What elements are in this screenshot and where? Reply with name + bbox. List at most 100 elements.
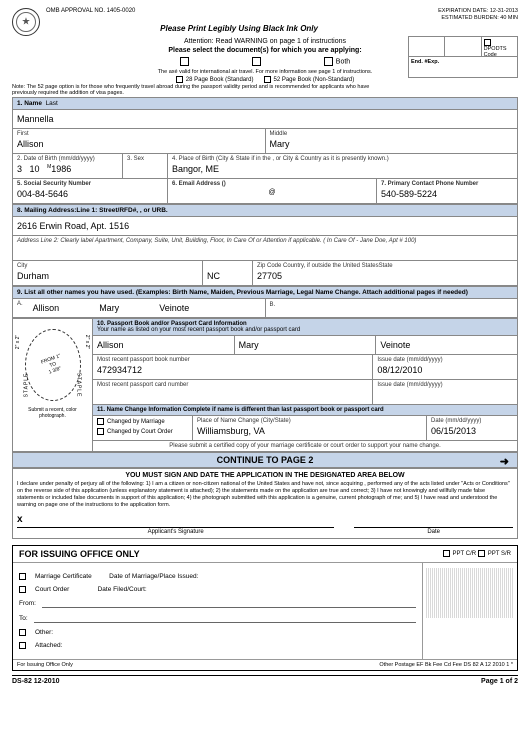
office-body: Marriage Certificate Date of Marriage/Pl…	[13, 563, 517, 659]
field-middle-name[interactable]: Mary	[270, 137, 514, 151]
field-from[interactable]	[42, 599, 416, 608]
field-state[interactable]: NC	[207, 263, 248, 283]
office-code-box: DPODTS Code End. #Exp.	[408, 36, 518, 78]
field-pob[interactable]: Bangor, ME	[172, 162, 513, 176]
field-s10-mid[interactable]: Mary	[239, 338, 372, 352]
field-to[interactable]	[34, 614, 416, 623]
row-s10-card: Most recent passport card number Issue d…	[93, 380, 517, 405]
dim-left: 2" x 2"	[15, 335, 21, 349]
field-last-name[interactable]: Mannella	[17, 112, 513, 126]
row-other-names: A. Allison Mary Veinote B.	[12, 299, 518, 318]
photo-caption: Submit a recent, color photograph.	[17, 407, 88, 419]
expiration-date: EXPIRATION DATE: 12-31-2013	[438, 8, 518, 15]
declare-title: YOU MUST SIGN AND DATE THE APPLICATION I…	[17, 472, 513, 479]
field-date-change[interactable]: 06/15/2013	[431, 424, 513, 438]
declare-text: I declare under penalty of perjury all o…	[17, 481, 513, 509]
topbox-end[interactable]: End. #Exp.	[409, 57, 517, 77]
field-ssn[interactable]: 004-84-5646	[17, 187, 163, 201]
cb-ppt-cr[interactable]	[443, 550, 450, 557]
field-s10-last[interactable]: Veinote	[380, 338, 513, 352]
field-email-at[interactable]: @	[172, 187, 372, 198]
section-1-header: 1. Name Last	[12, 97, 518, 110]
form-ds82-page: OMB APPROVAL NO. 1405-0020 Please Print …	[0, 0, 530, 693]
row-s10-name: Allison Mary Veinote	[93, 336, 517, 355]
cb-marriage-cert[interactable]	[19, 573, 26, 580]
office-footer: For Issuing Office Only Other Postage EF…	[13, 659, 517, 670]
expiration-block: EXPIRATION DATE: 12-31-2013 ESTIMATED BU…	[438, 8, 518, 22]
s11-note: Please submit a certified copy of your m…	[93, 441, 517, 451]
row-first-middle: First Allison Middle Mary	[12, 129, 518, 154]
row-s10-book: Most recent passport book number 4729347…	[93, 355, 517, 380]
barcode-icon	[426, 568, 514, 618]
page-number: Page 1 of 2	[481, 678, 518, 685]
doc-checkbox-both[interactable]: Both	[324, 57, 350, 66]
label-sex: 3. Sex	[127, 156, 163, 162]
issuing-office-box: FOR ISSUING OFFICE ONLY PPT C/R PPT S/R …	[12, 545, 518, 671]
field-addr-line2[interactable]	[17, 244, 513, 258]
office-header: FOR ISSUING OFFICE ONLY PPT C/R PPT S/R	[13, 546, 517, 563]
label-a: A.	[17, 301, 23, 315]
field-a-mid[interactable]: Mary	[99, 301, 119, 315]
form-title: Please Print Legibly Using Black Ink Onl…	[46, 14, 432, 33]
row-city-state-zip: City Durham NC Zip Code Country, if outs…	[12, 261, 518, 286]
field-city[interactable]: Durham	[17, 269, 198, 283]
row-dob-sex-pob: 2. Date of Birth (mm/dd/yyyy) 3 10 M1986…	[12, 154, 518, 179]
cb-marriage[interactable]: Changed by Marriage	[97, 418, 188, 425]
cb-court[interactable]: Changed by Court Order	[97, 428, 188, 435]
doc-checkbox-1[interactable]	[180, 57, 192, 66]
continue-banner: CONTINUE TO PAGE 2	[12, 452, 518, 468]
field-a-last[interactable]: Veinote	[159, 301, 189, 315]
field-first-name[interactable]: Allison	[17, 137, 261, 151]
section-10-header: 10. Passport Book and/or Passport Card I…	[93, 319, 517, 336]
us-seal-icon	[12, 8, 40, 36]
section-10-11: 10. Passport Book and/or Passport Card I…	[93, 319, 517, 451]
field-dob[interactable]: 3 10 M1986	[17, 162, 118, 176]
field-a-first[interactable]: Allison	[33, 301, 60, 315]
section-8-header: 8. Mailing Address:Line 1: Street/RFD#, …	[12, 204, 518, 217]
declaration-box: YOU MUST SIGN AND DATE THE APPLICATION I…	[12, 468, 518, 539]
topbox-cell-1[interactable]	[409, 37, 445, 56]
section-9-header: 9. List all other names you have used. (…	[12, 286, 518, 299]
estimated-burden: ESTIMATED BURDEN: 40 MIN	[438, 15, 518, 22]
row-addr1: 2616 Erwin Road, Apt. 1516	[12, 217, 518, 236]
form-number: DS-82 12-2010	[12, 678, 59, 685]
label-b: B.	[270, 302, 276, 308]
field-zip[interactable]: 27705	[257, 269, 513, 283]
field-addr-line1[interactable]: 2616 Erwin Road, Apt. 1516	[17, 219, 513, 233]
date-signature-line[interactable]: Date	[354, 527, 513, 535]
field-phone[interactable]: 540-589-5224	[381, 187, 513, 201]
page-footer: DS-82 12-2010 Page 1 of 2	[12, 675, 518, 685]
signature-row: x Applicant's Signature Date	[17, 527, 513, 535]
header: OMB APPROVAL NO. 1405-0020 Please Print …	[12, 8, 518, 36]
field-book-num[interactable]: 472934712	[97, 363, 368, 377]
cb-ppt-sr[interactable]	[478, 550, 485, 557]
section-11-header: 11. Name Change Information Complete if …	[93, 405, 517, 416]
field-place-change[interactable]: Williamsburg, VA	[197, 424, 422, 438]
cb-court-order[interactable]	[19, 586, 26, 593]
field-book-date[interactable]: 08/12/2010	[377, 363, 513, 377]
office-left: Marriage Certificate Date of Marriage/Pl…	[13, 563, 422, 659]
photo-arrow-text: FROM 1" TO1 3/8"	[37, 352, 69, 378]
photo-oval: FROM 1" TO1 3/8"	[25, 329, 81, 401]
row-s11-note: Please submit a certified copy of your m…	[93, 441, 517, 451]
cb-other[interactable]	[19, 629, 26, 636]
doc-checkbox-2[interactable]	[252, 57, 264, 66]
applicant-signature-line[interactable]: x Applicant's Signature	[17, 527, 334, 535]
row-ssn-email-phone: 5. Social Security Number 004-84-5646 6.…	[12, 179, 518, 204]
row-s11-change: Changed by Marriage Changed by Court Ord…	[93, 416, 517, 441]
cb-52page[interactable]	[264, 76, 271, 83]
row-last-name: Mannella	[12, 110, 518, 129]
office-barcode-area	[422, 563, 517, 659]
cb-28page[interactable]	[176, 76, 183, 83]
omb-and-title: OMB APPROVAL NO. 1405-0020 Please Print …	[46, 8, 432, 33]
dim-right: 2" x 2"	[84, 335, 90, 349]
topbox-cell-2[interactable]	[445, 37, 481, 56]
field-s10-first[interactable]: Allison	[97, 338, 230, 352]
label-card-date: Issue date (mm/dd/yyyy)	[377, 382, 513, 388]
photo-box: STAPLE STAPLE 2" x 2" 2" x 2" FROM 1" TO…	[13, 319, 93, 451]
row-addr2-label: Address Line 2: Clearly label Apartment,…	[12, 236, 518, 261]
cb-attached[interactable]	[19, 642, 26, 649]
topbox-dpo[interactable]: DPODTS Code	[482, 37, 517, 56]
photo-and-section10: STAPLE STAPLE 2" x 2" 2" x 2" FROM 1" TO…	[12, 318, 518, 452]
note-52page: Note: The 52 page option is for those wh…	[12, 84, 382, 96]
